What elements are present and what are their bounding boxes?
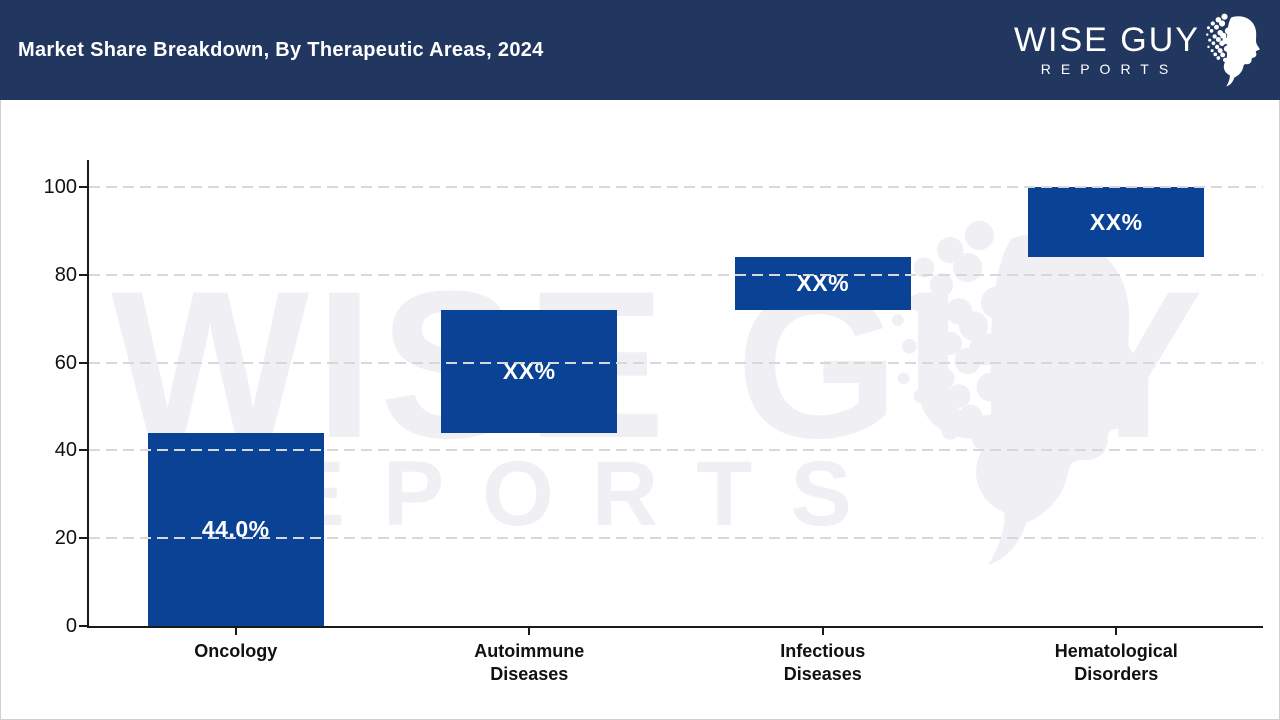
y-tick-label: 100 [43, 176, 77, 198]
logo-text: WISE GUY REPORTS [1014, 23, 1200, 77]
x-category-label: Autoimmune Diseases [474, 641, 585, 684]
y-tick-mark [79, 449, 87, 452]
x-tick-mark [528, 628, 531, 635]
y-tick-mark [79, 361, 87, 364]
logo-head-icon [1206, 13, 1260, 87]
bar-value-label: XX% [1089, 208, 1143, 235]
bar-hematological-disorders: XX% [1028, 187, 1205, 258]
x-tick-mark [821, 628, 824, 635]
gridline-100 [89, 186, 1263, 188]
y-tick-label: 0 [65, 615, 77, 637]
x-tick-mark [234, 628, 237, 635]
y-tick-mark [79, 186, 87, 188]
y-tick-label: 20 [54, 527, 77, 550]
x-category-label: Oncology [194, 641, 278, 661]
plot-area: 0 20 40 60 80 100 Oncology 44.0% Autoimmune Dise… [44, 160, 1263, 684]
x-category-label: Infectious Diseases [780, 641, 866, 684]
logo-subtext: REPORTS [1040, 61, 1179, 77]
y-tick-mark [79, 273, 87, 276]
y-axis-spine [87, 160, 89, 628]
header-bar: Market Share Breakdown, By Therapeutic A… [0, 0, 1280, 100]
gridline-60 [89, 361, 1263, 364]
chart-area: WISE GUY REPORTS 0 20 40 60 80 100 Oncology 44.… [0, 100, 1280, 720]
y-tick-label: 60 [54, 351, 77, 374]
x-tick-mark [1115, 628, 1118, 635]
y-tick-mark [79, 625, 87, 627]
x-category-label: Hematological Disorders [1054, 641, 1178, 684]
bar-autoimmune-diseases: XX% [441, 309, 618, 433]
gridline-40 [89, 449, 1263, 452]
gridline-20 [89, 537, 1263, 540]
gridline-80 [89, 273, 1263, 276]
y-tick-mark [79, 537, 87, 540]
bar-infectious-diseases: XX% [734, 257, 911, 310]
x-axis-spine [87, 626, 1263, 628]
logo-wordmark: WISE GUY [1013, 21, 1200, 59]
wiseguy-logo: WISE GUY REPORTS [1014, 13, 1266, 87]
bar-oncology: 44.0% [147, 432, 324, 626]
y-tick-label: 80 [54, 263, 77, 286]
y-tick-label: 40 [54, 439, 77, 462]
chart-title: Market Share Breakdown, By Therapeutic A… [18, 38, 544, 61]
